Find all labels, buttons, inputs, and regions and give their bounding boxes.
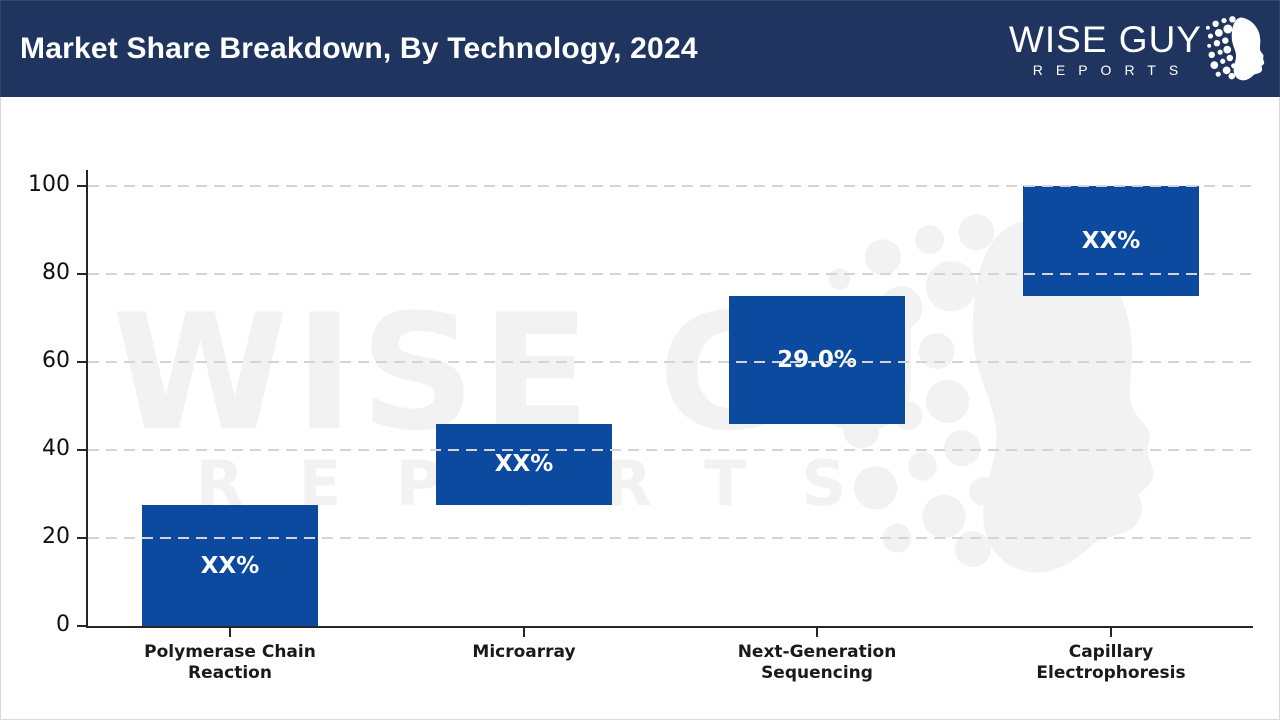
bar-segment-0: XX% [142,505,318,626]
x-tick-mark-1 [523,628,525,637]
gridline-40 [88,449,1253,451]
y-tick-mark-0 [77,625,86,627]
bar-value-label-2: 29.0% [777,346,857,373]
x-tick-mark-0 [229,628,231,637]
logo-subtitle: REPORTS [1032,62,1192,78]
header-bar: Market Share Breakdown, By Technology, 2… [0,0,1280,97]
y-tick-label-20: 20 [42,524,70,549]
x-tick-mark-2 [816,628,818,637]
y-tick-label-80: 80 [42,260,70,285]
y-tick-mark-80 [77,273,86,275]
x-category-label-3: Capillary Electrophoresis [1036,642,1186,683]
x-tick-mark-3 [1110,628,1112,637]
bar-segment-3: XX% [1023,186,1199,296]
gridline-60 [88,361,1253,363]
y-axis-line [86,170,88,628]
gridline-100 [88,185,1253,187]
y-tick-mark-60 [77,361,86,363]
x-category-label-1: Microarray [472,642,576,662]
logo-wordmark: WISE GUY [1008,19,1202,60]
x-category-label-0: Polymerase Chain Reaction [144,642,316,683]
bar-segment-1: XX% [436,423,612,505]
y-tick-label-40: 40 [42,436,70,461]
gridline-80 [88,273,1253,275]
y-tick-mark-100 [77,185,86,187]
y-tick-mark-20 [77,537,86,539]
y-tick-label-100: 100 [28,172,70,197]
y-tick-mark-40 [77,449,86,451]
gridline-20 [88,537,1253,539]
x-axis-line [86,626,1253,628]
logo-text: WISE GUY REPORTS [1008,19,1202,79]
chart-title: Market Share Breakdown, By Technology, 2… [20,31,698,65]
y-tick-label-60: 60 [42,348,70,373]
x-category-label-2: Next-Generation Sequencing [737,642,897,683]
logo-face-icon [1205,16,1265,81]
bar-value-label-3: XX% [1081,228,1141,254]
bar-value-label-0: XX% [200,552,260,579]
bar-segment-2: 29.0% [729,296,905,424]
bar-value-label-1: XX% [494,451,554,478]
y-tick-label-0: 0 [56,612,70,637]
wiseguy-logo: WISE GUY REPORTS [1009,8,1266,90]
plot-area: WISE GU REPORTS XX%XX%29.0%XX% 020406080… [0,97,1280,720]
